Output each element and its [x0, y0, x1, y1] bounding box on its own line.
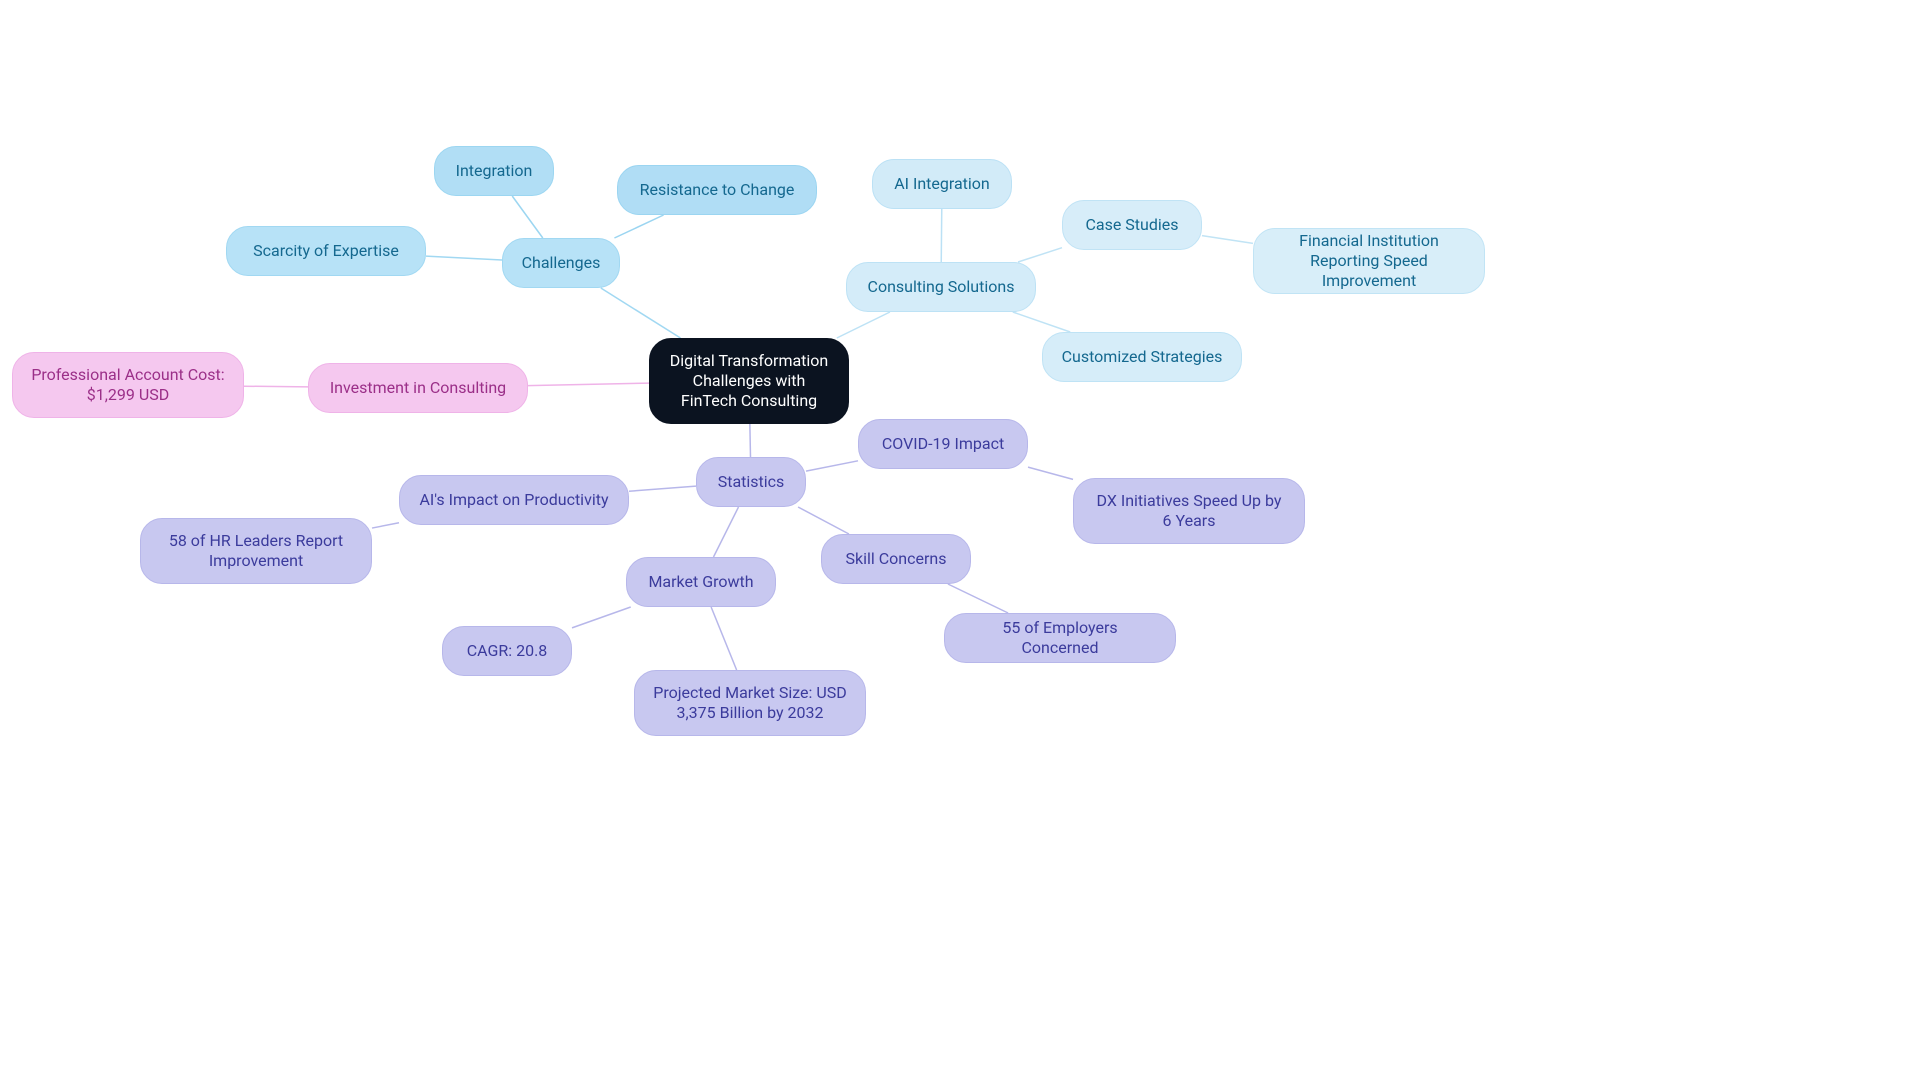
node-label: Market Growth — [648, 572, 753, 592]
edge — [798, 507, 849, 534]
edge — [372, 523, 399, 528]
node-label: COVID-19 Impact — [882, 434, 1004, 454]
node-customized[interactable]: Customized Strategies — [1042, 332, 1242, 382]
edge — [512, 196, 543, 238]
node-label: Scarcity of Expertise — [253, 241, 399, 261]
edge — [1028, 467, 1073, 479]
edge — [1202, 236, 1253, 244]
node-ai_int[interactable]: AI Integration — [872, 159, 1012, 209]
root-node[interactable]: Digital Transformation Challenges with F… — [649, 338, 849, 424]
edge — [711, 607, 737, 670]
node-ai_prod[interactable]: AI's Impact on Productivity — [399, 475, 629, 525]
node-consulting[interactable]: Consulting Solutions — [846, 262, 1036, 312]
node-label: Professional Account Cost: $1,299 USD — [31, 365, 225, 405]
node-challenges[interactable]: Challenges — [502, 238, 620, 288]
node-label: AI's Impact on Productivity — [419, 490, 608, 510]
node-label: Investment in Consulting — [330, 378, 506, 398]
node-skill[interactable]: Skill Concerns — [821, 534, 971, 584]
node-label: Consulting Solutions — [868, 277, 1015, 297]
node-fin_report[interactable]: Financial Institution Reporting Speed Im… — [1253, 228, 1485, 294]
edge — [837, 312, 890, 338]
edge — [614, 215, 663, 238]
node-label: DX Initiatives Speed Up by 6 Years — [1092, 491, 1286, 531]
edge — [806, 461, 858, 471]
edge — [1018, 248, 1062, 262]
node-mktsize[interactable]: Projected Market Size: USD 3,375 Billion… — [634, 670, 866, 736]
node-dx_speed[interactable]: DX Initiatives Speed Up by 6 Years — [1073, 478, 1305, 544]
edge — [244, 386, 308, 387]
node-label: Financial Institution Reporting Speed Im… — [1272, 231, 1466, 291]
edge — [750, 424, 751, 457]
node-label: AI Integration — [894, 174, 990, 194]
mindmap-canvas: Digital Transformation Challenges with F… — [0, 0, 1920, 1083]
node-scarcity[interactable]: Scarcity of Expertise — [226, 226, 426, 276]
node-emp55[interactable]: 55 of Employers Concerned — [944, 613, 1176, 663]
edge — [1013, 312, 1070, 332]
node-label: Case Studies — [1085, 215, 1178, 235]
node-integration[interactable]: Integration — [434, 146, 554, 196]
node-prof_cost[interactable]: Professional Account Cost: $1,299 USD — [12, 352, 244, 418]
node-investment[interactable]: Investment in Consulting — [308, 363, 528, 413]
node-label: Skill Concerns — [846, 549, 947, 569]
edge — [714, 507, 739, 557]
node-label: Projected Market Size: USD 3,375 Billion… — [653, 683, 847, 723]
edge — [426, 256, 502, 260]
node-label: Digital Transformation Challenges with F… — [668, 351, 830, 411]
edge — [941, 209, 942, 262]
node-covid[interactable]: COVID-19 Impact — [858, 419, 1028, 469]
node-label: Statistics — [718, 472, 785, 492]
node-resistance[interactable]: Resistance to Change — [617, 165, 817, 215]
node-hr58[interactable]: 58 of HR Leaders Report Improvement — [140, 518, 372, 584]
node-label: Integration — [456, 161, 533, 181]
edge — [948, 584, 1008, 613]
edge — [629, 486, 696, 491]
node-statistics[interactable]: Statistics — [696, 457, 806, 507]
node-market[interactable]: Market Growth — [626, 557, 776, 607]
edge — [528, 383, 649, 386]
node-label: 55 of Employers Concerned — [963, 618, 1157, 658]
node-label: Customized Strategies — [1062, 347, 1223, 367]
edge — [601, 288, 681, 338]
edge — [572, 607, 631, 628]
node-label: CAGR: 20.8 — [467, 641, 548, 661]
node-label: Resistance to Change — [640, 180, 795, 200]
node-label: Challenges — [522, 253, 601, 273]
node-label: 58 of HR Leaders Report Improvement — [159, 531, 353, 571]
node-casestudies[interactable]: Case Studies — [1062, 200, 1202, 250]
node-cagr[interactable]: CAGR: 20.8 — [442, 626, 572, 676]
